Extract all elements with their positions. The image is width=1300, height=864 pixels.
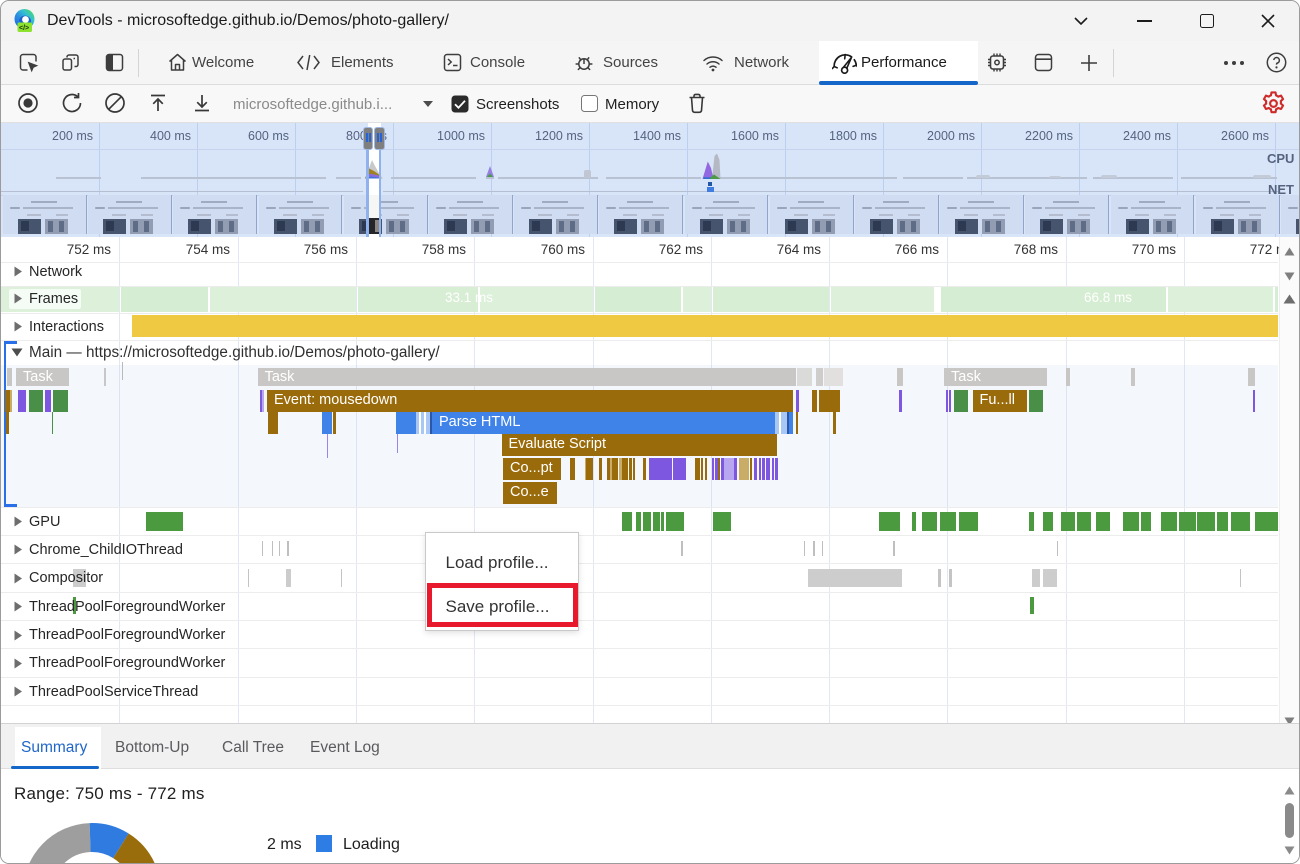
svg-text:</>: </> bbox=[19, 25, 29, 32]
